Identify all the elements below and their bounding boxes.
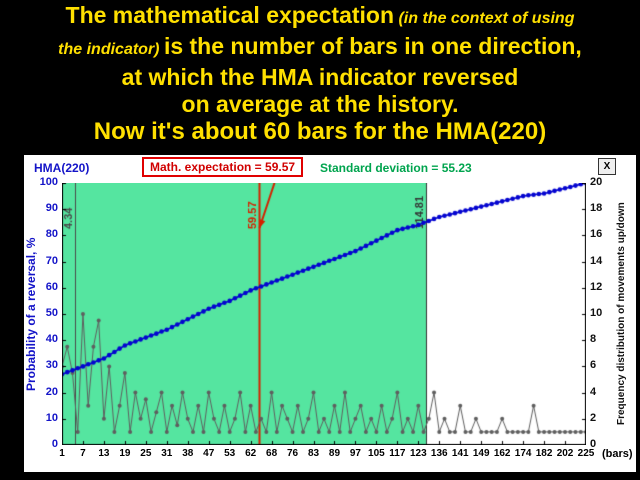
left-axis-tick-label: 40 [45,333,58,346]
left-axis-tick-label: 60 [45,280,58,293]
right-axis-tick-label: 6 [590,359,597,372]
indicator-chart-window: HMA(220) Math. expectation = 59.57 Stand… [24,155,636,472]
x-axis-tick-label: 7 [80,448,86,459]
x-axis-tick-label: 89 [328,448,341,459]
right-axis-tick-label: 16 [590,228,603,241]
x-axis-tick-label: 83 [307,448,320,459]
x-axis-tick-label: 76 [286,448,299,459]
left-axis-tick-label: 80 [45,228,58,241]
caption-line1-note: (in the context of using [394,10,575,27]
caption-line2-main: is the number of bars in one direction, [163,33,582,59]
plot-area [62,183,586,445]
x-axis-tick-label: 38 [182,448,194,459]
x-axis-tick-label: 141 [451,448,469,459]
right-axis-tick-label: 14 [590,254,603,267]
right-axis-tick-label: 0 [590,438,597,450]
x-axis-tick-label: 225 [577,448,595,459]
math-expectation-label: Math. expectation = 59.57 [150,160,296,174]
x-axis-tick-label: 13 [98,448,110,459]
x-axis-tick-label: 105 [368,448,385,459]
x-axis-tick-label: 31 [161,448,173,459]
x-axis-tick-label: 117 [389,448,406,459]
caption-line-4: on average at the history. [181,91,459,117]
std-deviation-label: Standard deviation = 55.23 [320,161,472,175]
right-axis-tick-label: 2 [590,411,597,424]
caption-line-3: at which the HMA indicator reversed [121,64,519,90]
right-axis-tick-label: 10 [590,307,603,319]
x-axis-tick-label: 182 [535,448,553,459]
left-axis-tick-label: 50 [45,307,58,319]
x-axis-tick-label: 53 [224,448,236,459]
chart-title: HMA(220) [34,161,90,175]
x-axis-tick-label: 25 [140,448,152,459]
x-axis-tick-label: 162 [493,448,511,459]
right-axis-tick-label: 4 [590,385,597,398]
x-axis-tick-label: 1 [59,448,65,459]
left-axis-tick-label: 30 [45,359,58,372]
left-axis-tick-label: 70 [45,254,58,267]
x-axis-tick-label: 62 [245,448,257,459]
caption-line2-note: the indicator) [58,41,164,58]
left-axis-tick-label: 90 [45,202,58,215]
right-axis-tick-label: 20 [590,176,603,188]
left-axis-tick-label: 10 [45,411,58,424]
x-axis-tick-label: 174 [514,448,532,459]
caption-line-2: the indicator) is the number of bars in … [0,33,640,64]
left-axis-tick-label: 0 [51,438,58,450]
x-axis-tick-label: 47 [203,448,215,459]
close-button[interactable]: X [598,158,616,175]
x-axis-tick-label: 202 [556,448,574,459]
x-axis-tick-label: 136 [430,448,448,459]
x-axis-tick-label: 68 [266,448,278,459]
x-axis-tick-label: 19 [119,448,131,459]
x-axis-unit-label: (bars) [602,448,633,460]
x-axis-tick-label: 123 [409,448,427,459]
caption-line-5: Now it's about 60 bars for the HMA(220) [93,118,547,145]
right-axis-tick-label: 8 [590,333,597,346]
right-axis-title: Frequency distribution of movements up/d… [616,202,627,426]
right-axis-tick-label: 18 [590,202,603,215]
x-axis-tick-label: 97 [349,448,361,459]
right-axis-tick-label: 12 [590,280,603,293]
caption-block: The mathematical expectation (in the con… [0,0,640,155]
caption-line1-main: The mathematical expectation [65,2,395,28]
left-axis-tick-label: 100 [39,176,58,188]
left-axis-tick-label: 20 [45,385,58,398]
x-axis-tick-label: 149 [472,448,490,459]
caption-line-1: The mathematical expectation (in the con… [0,2,640,33]
math-expectation-box: Math. expectation = 59.57 [142,157,304,177]
